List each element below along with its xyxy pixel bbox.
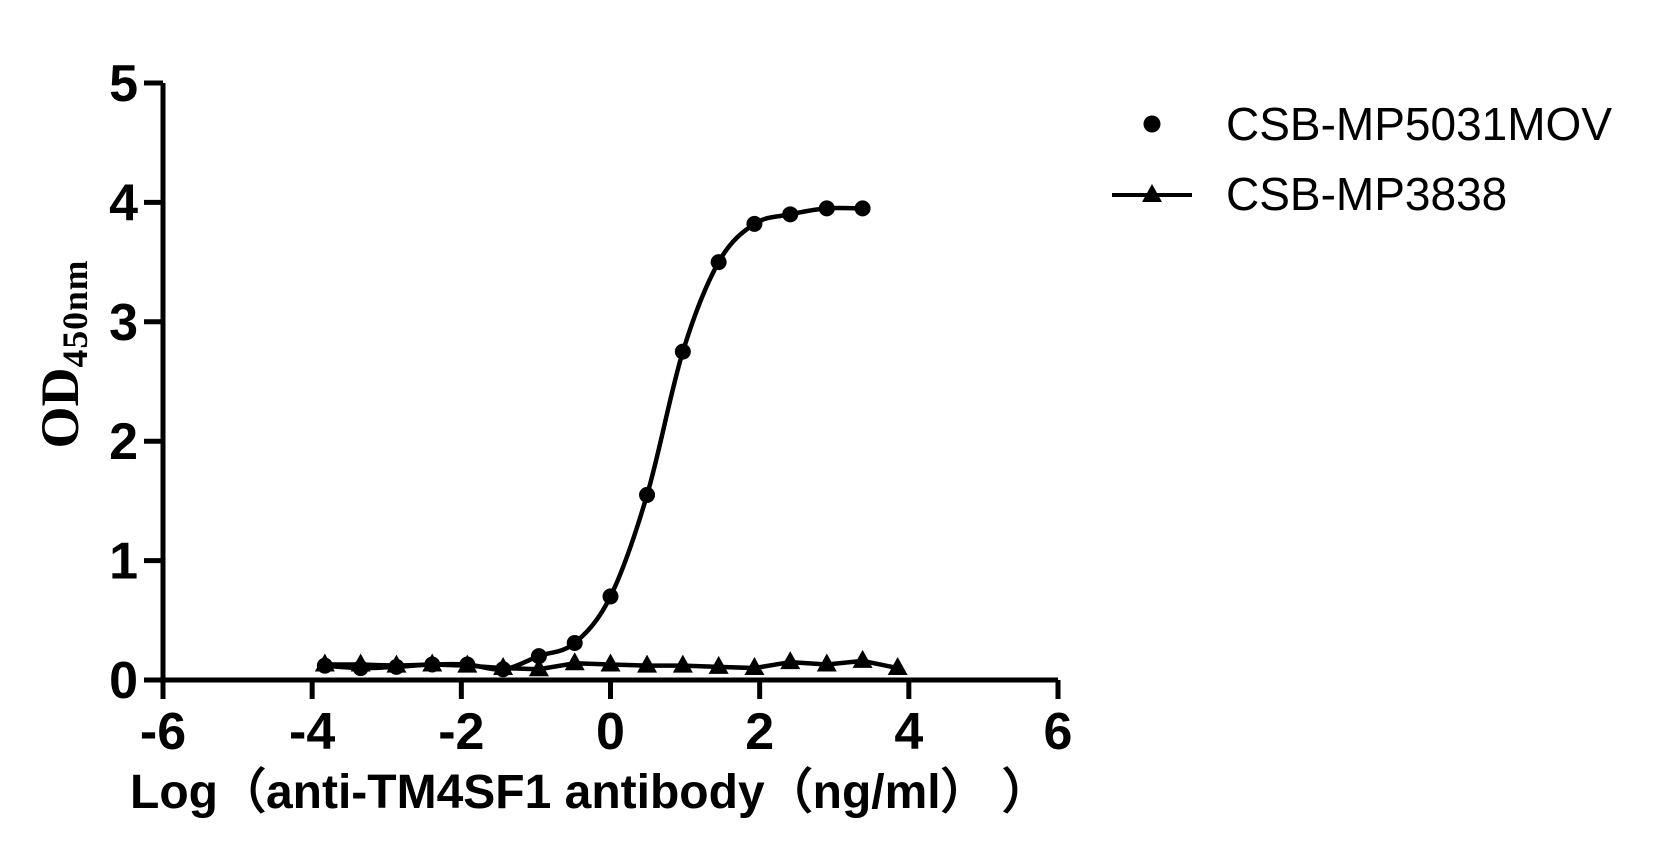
data-point-triangle xyxy=(350,653,371,672)
x-tick-label: -6 xyxy=(140,703,186,761)
data-point-triangle xyxy=(816,653,837,672)
circle-marker-icon xyxy=(1106,111,1198,137)
data-point-triangle xyxy=(422,653,443,672)
data-point-triangle xyxy=(600,653,621,672)
legend-label-series-2: CSB-MP3838 xyxy=(1226,168,1508,220)
legend-label-series-1: CSB-MP5031MOV xyxy=(1226,98,1613,150)
y-tick-label: 3 xyxy=(109,294,138,352)
data-point-triangle xyxy=(386,654,407,673)
data-point-triangle xyxy=(637,654,658,673)
x-tick-label: 0 xyxy=(596,703,625,761)
data-point-triangle xyxy=(887,657,908,676)
data-point-circle xyxy=(782,206,799,223)
data-point-circle xyxy=(818,200,835,217)
x-tick-label: 6 xyxy=(1044,703,1073,761)
y-tick-label: 4 xyxy=(109,174,138,232)
legend-item-series-2: CSB-MP3838 xyxy=(1106,159,1612,229)
legend-item-series-1: CSB-MP5031MOV xyxy=(1106,89,1612,159)
data-point-triangle xyxy=(708,655,729,674)
x-tick-label: 2 xyxy=(745,703,774,761)
x-tick-label: -2 xyxy=(438,703,484,761)
data-point-circle xyxy=(674,343,691,360)
y-axis-title: OD450nm xyxy=(28,204,95,504)
data-point-circle xyxy=(602,588,619,605)
x-axis-title: Log（anti-TM4SF1 antibody（ng/ml） ） xyxy=(130,766,1050,819)
x-tick-label: -4 xyxy=(289,703,335,761)
data-point-triangle xyxy=(493,657,514,676)
triangle-line-marker-icon xyxy=(1106,181,1198,207)
series-line-CSB-MP5031MOV xyxy=(324,205,863,672)
data-point-triangle xyxy=(457,654,478,673)
data-point-circle xyxy=(854,200,871,217)
data-point-triangle xyxy=(672,654,693,673)
y-axis-title-subscript: 450nm xyxy=(54,259,95,368)
data-point-triangle xyxy=(852,649,873,668)
y-tick-label: 0 xyxy=(109,652,138,710)
data-point-triangle xyxy=(780,651,801,670)
legend: CSB-MP5031MOV CSB-MP3838 xyxy=(1106,89,1612,229)
data-point-circle xyxy=(566,634,583,651)
data-point-circle xyxy=(746,215,763,232)
y-tick-label: 5 xyxy=(109,55,138,113)
y-tick-label: 1 xyxy=(109,533,138,591)
data-point-triangle xyxy=(564,652,585,671)
y-tick-label: 2 xyxy=(109,413,138,471)
x-tick-label: 4 xyxy=(894,703,923,761)
y-axis-title-base: OD xyxy=(30,367,90,449)
data-point-triangle xyxy=(314,653,335,672)
data-point-circle xyxy=(710,254,727,271)
data-point-triangle xyxy=(528,658,549,677)
data-point-circle xyxy=(530,648,547,665)
data-point-triangle xyxy=(744,657,765,676)
data-point-circle xyxy=(639,486,656,503)
